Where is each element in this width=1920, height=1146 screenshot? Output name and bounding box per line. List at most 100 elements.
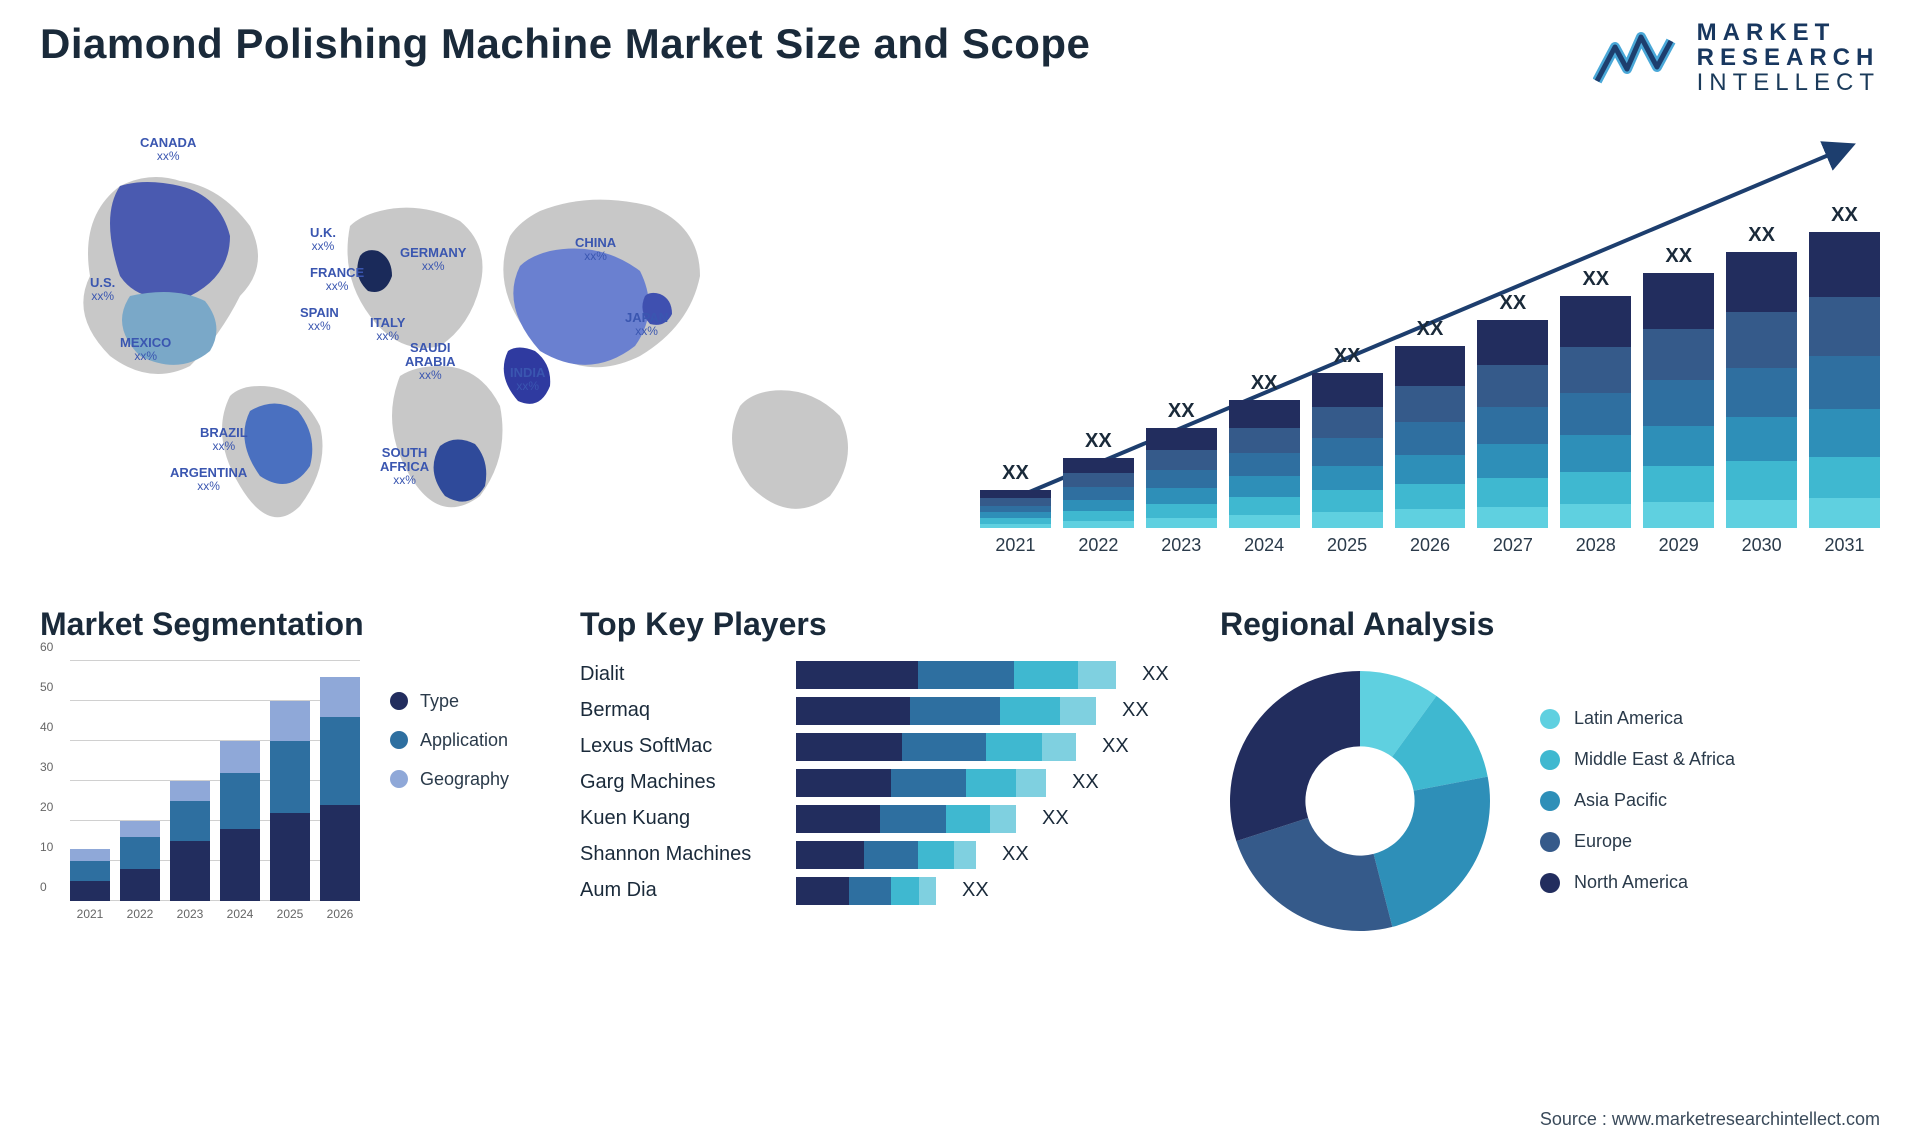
growth-bar: XX	[1560, 296, 1631, 528]
growth-bar-label: XX	[1146, 400, 1217, 423]
seg-ytick: 0	[40, 880, 47, 894]
key-player-name: Lexus SoftMac	[580, 735, 780, 758]
growth-bar: XX	[1809, 232, 1880, 528]
growth-bar: XX	[1146, 428, 1217, 528]
map-label-china: CHINAxx%	[575, 236, 616, 263]
seg-bar	[270, 701, 310, 901]
top-section: CANADAxx%U.S.xx%MEXICOxx%BRAZILxx%ARGENT…	[40, 126, 1880, 556]
seg-ytick: 40	[40, 720, 53, 734]
seg-bar	[70, 849, 110, 901]
seg-year: 2026	[320, 907, 360, 921]
map-label-italy: ITALYxx%	[370, 316, 405, 343]
key-player-value: XX	[1142, 663, 1169, 686]
key-players-panel: Top Key Players DialitXXBermaqXXLexus So…	[580, 606, 1180, 941]
growth-bar: XX	[1477, 320, 1548, 528]
source-text: Source : www.marketresearchintellect.com	[1540, 1109, 1880, 1130]
growth-year: 2028	[1560, 535, 1631, 556]
seg-bar	[120, 821, 160, 901]
map-label-india: INDIAxx%	[510, 366, 545, 393]
segmentation-title: Market Segmentation	[40, 606, 540, 643]
regional-legend-item: Europe	[1540, 831, 1735, 852]
world-map: CANADAxx%U.S.xx%MEXICOxx%BRAZILxx%ARGENT…	[40, 126, 920, 556]
key-player-value: XX	[1042, 807, 1069, 830]
seg-bar	[320, 677, 360, 901]
key-players-title: Top Key Players	[580, 606, 1180, 643]
key-player-bar	[796, 769, 1046, 797]
seg-year: 2025	[270, 907, 310, 921]
growth-bar: XX	[1312, 373, 1383, 528]
brand-line-1: MARKET	[1697, 20, 1880, 45]
key-player-bar	[796, 877, 936, 905]
key-player-bar	[796, 805, 1016, 833]
key-player-name: Dialit	[580, 663, 780, 686]
seg-ytick: 10	[40, 840, 53, 854]
regional-legend-item: Middle East & Africa	[1540, 749, 1735, 770]
seg-bar	[220, 741, 260, 901]
growth-year: 2024	[1229, 535, 1300, 556]
key-player-value: XX	[1102, 735, 1129, 758]
seg-bar	[170, 781, 210, 901]
bottom-section: Market Segmentation 0102030405060 202120…	[40, 606, 1880, 941]
regional-title: Regional Analysis	[1220, 606, 1880, 643]
segmentation-legend: Type Application Geography	[390, 661, 509, 921]
brand-line-3: INTELLECT	[1697, 70, 1880, 95]
growth-bar-label: XX	[1809, 204, 1880, 227]
map-label-japan: JAPANxx%	[625, 311, 668, 338]
key-player-bar	[796, 697, 1096, 725]
growth-bar: XX	[1726, 252, 1797, 528]
key-player-bar	[796, 841, 976, 869]
donut-slice	[1236, 817, 1392, 930]
map-label-argentina: ARGENTINAxx%	[170, 466, 247, 493]
growth-year: 2023	[1146, 535, 1217, 556]
title-row: Diamond Polishing Machine Market Size an…	[40, 20, 1880, 96]
growth-bar-label: XX	[1312, 345, 1383, 368]
map-label-us: U.S.xx%	[90, 276, 115, 303]
growth-bar-label: XX	[1726, 224, 1797, 247]
seg-legend-item: Type	[390, 691, 509, 712]
key-player-row: Aum Dia XX	[580, 877, 1180, 905]
map-label-safrica: SOUTHAFRICAxx%	[380, 446, 429, 488]
regional-legend-item: North America	[1540, 872, 1735, 893]
regional-panel: Regional Analysis Latin America Middle Ea…	[1220, 606, 1880, 941]
key-player-name: Garg Machines	[580, 771, 780, 794]
donut-slice	[1374, 776, 1490, 926]
key-player-value: XX	[962, 879, 989, 902]
page-title: Diamond Polishing Machine Market Size an…	[40, 20, 1090, 68]
growth-year: 2027	[1477, 535, 1548, 556]
seg-year: 2022	[120, 907, 160, 921]
growth-year: 2026	[1395, 535, 1466, 556]
regional-legend-item: Asia Pacific	[1540, 790, 1735, 811]
growth-bar-label: XX	[980, 462, 1051, 485]
growth-bar-label: XX	[1229, 372, 1300, 395]
growth-bar-label: XX	[1395, 318, 1466, 341]
map-label-germany: GERMANYxx%	[400, 246, 466, 273]
map-label-france: FRANCExx%	[310, 266, 364, 293]
growth-bar-label: XX	[1063, 430, 1134, 453]
seg-legend-item: Geography	[390, 769, 509, 790]
key-player-row: Dialit XX	[580, 661, 1180, 689]
regional-legend-item: Latin America	[1540, 708, 1735, 729]
map-label-canada: CANADAxx%	[140, 136, 196, 163]
growth-bar: XX	[1643, 273, 1714, 528]
key-player-name: Aum Dia	[580, 879, 780, 902]
seg-ytick: 60	[40, 640, 53, 654]
regional-donut	[1220, 661, 1500, 941]
growth-bar: XX	[1063, 458, 1134, 528]
key-player-value: XX	[1002, 843, 1029, 866]
growth-year: 2022	[1063, 535, 1134, 556]
brand-line-2: RESEARCH	[1697, 45, 1880, 70]
seg-year: 2023	[170, 907, 210, 921]
seg-legend-item: Application	[390, 730, 509, 751]
growth-bar: XX	[1395, 346, 1466, 528]
key-player-bar	[796, 661, 1116, 689]
brand-logo: MARKET RESEARCH INTELLECT	[1593, 20, 1880, 96]
growth-year: 2030	[1726, 535, 1797, 556]
key-player-value: XX	[1122, 699, 1149, 722]
key-player-name: Shannon Machines	[580, 843, 780, 866]
key-player-row: Kuen KuangXX	[580, 805, 1180, 833]
seg-ytick: 30	[40, 760, 53, 774]
growth-year: 2031	[1809, 535, 1880, 556]
key-player-row: Garg MachinesXX	[580, 769, 1180, 797]
map-label-spain: SPAINxx%	[300, 306, 339, 333]
map-label-uk: U.K.xx%	[310, 226, 336, 253]
